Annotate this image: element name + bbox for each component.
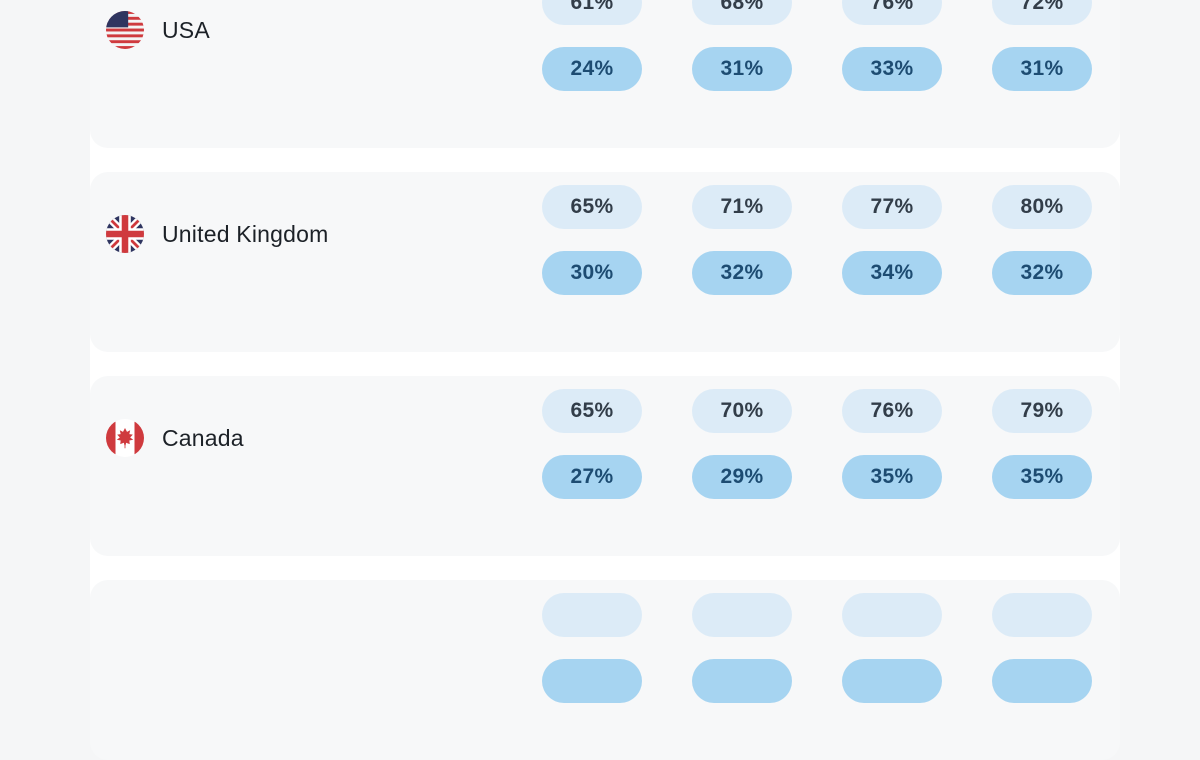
- usa-flag-icon: [106, 11, 144, 49]
- bottom-percent-pill: 29%: [692, 455, 792, 499]
- bottom-percent-pill: [542, 659, 642, 703]
- country-label: United Kingdom: [162, 220, 329, 247]
- bottom-percent-pill: 31%: [692, 47, 792, 91]
- top-percent-pill: 76%: [842, 389, 942, 433]
- bottom-percent-pill: 35%: [842, 455, 942, 499]
- top-percent-pill: 71%: [692, 185, 792, 229]
- bottom-percent-pill: 35%: [992, 455, 1092, 499]
- country-card: Canada 65% 70% 76% 79% 27% 29% 35% 35%: [90, 376, 1120, 556]
- country-card: USA 61% 68% 76% 72% 24% 31% 33% 31%: [90, 0, 1120, 148]
- bottom-percent-pill: [842, 659, 942, 703]
- bottom-percent-pill: 24%: [542, 47, 642, 91]
- top-percent-pill: 68%: [692, 0, 792, 25]
- bottom-percent-pill: 27%: [542, 455, 642, 499]
- top-percent-pill: 72%: [992, 0, 1092, 25]
- bottom-percent-pill: [692, 659, 792, 703]
- country-header: Canada: [106, 416, 244, 460]
- bottom-percent-pill: 32%: [992, 251, 1092, 295]
- percentage-pill-grid: 65% 71% 77% 80% 30% 32% 34% 32%: [542, 185, 1092, 295]
- top-percent-pill: 61%: [542, 0, 642, 25]
- country-card: [90, 580, 1120, 760]
- bottom-percent-pill: [992, 659, 1092, 703]
- top-percent-pill: 77%: [842, 185, 942, 229]
- country-stats-panel: USA 61% 68% 76% 72% 24% 31% 33% 31% Unit…: [90, 0, 1120, 760]
- percentage-pill-grid: 61% 68% 76% 72% 24% 31% 33% 31%: [542, 0, 1092, 91]
- bottom-percent-pill: 31%: [992, 47, 1092, 91]
- percentage-pill-grid: [542, 593, 1092, 703]
- top-percent-pill: 80%: [992, 185, 1092, 229]
- bottom-percent-pill: 34%: [842, 251, 942, 295]
- canada-flag-icon: [106, 419, 144, 457]
- top-percent-pill: 65%: [542, 389, 642, 433]
- country-label: USA: [162, 16, 210, 43]
- bottom-percent-pill: 33%: [842, 47, 942, 91]
- percentage-pill-grid: 65% 70% 76% 79% 27% 29% 35% 35%: [542, 389, 1092, 499]
- bottom-percent-pill: 30%: [542, 251, 642, 295]
- uk-flag-icon: [106, 215, 144, 253]
- top-percent-pill: 70%: [692, 389, 792, 433]
- bottom-percent-pill: 32%: [692, 251, 792, 295]
- country-header: USA: [106, 8, 210, 52]
- top-percent-pill: 65%: [542, 185, 642, 229]
- top-percent-pill: 76%: [842, 0, 942, 25]
- country-header: United Kingdom: [106, 212, 328, 256]
- country-label: Canada: [162, 424, 244, 451]
- country-card: United Kingdom 65% 71% 77% 80% 30% 32% 3…: [90, 172, 1120, 352]
- top-percent-pill: 79%: [992, 389, 1092, 433]
